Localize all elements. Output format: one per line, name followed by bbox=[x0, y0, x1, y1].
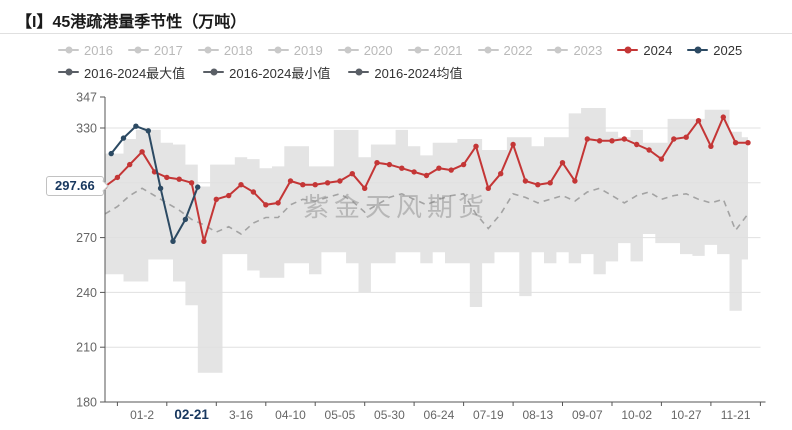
band-minmax bbox=[105, 108, 748, 373]
legend-line-marker-icon bbox=[267, 49, 289, 51]
y-axis-label: 330 bbox=[76, 122, 97, 136]
legend-label: 2021 bbox=[433, 42, 463, 58]
legend-label: 2016 bbox=[84, 42, 113, 58]
legend-item-2025[interactable]: 2025 bbox=[687, 43, 742, 58]
legend-item-2016[interactable]: 2016 bbox=[58, 43, 113, 58]
legend-line-marker-icon bbox=[203, 71, 225, 73]
y-axis-label: 270 bbox=[76, 231, 97, 245]
legend-item-2017[interactable]: 2017 bbox=[127, 42, 183, 58]
series-2025 bbox=[108, 123, 201, 245]
legend-label: 2016-2024最小值 bbox=[229, 65, 331, 81]
title-divider bbox=[0, 33, 792, 34]
legend-line-marker-icon bbox=[58, 49, 79, 51]
legend-item-min[interactable]: 2016-2024最小值 bbox=[203, 63, 330, 82]
series-mean bbox=[104, 187, 749, 235]
x-axis-label: 07-19 bbox=[473, 408, 504, 422]
legend-item-mean[interactable]: 2016-2024均值 bbox=[348, 63, 463, 82]
legend-line-marker-icon bbox=[407, 49, 429, 51]
x-axis-label: 08-13 bbox=[522, 408, 553, 422]
legend-row-stats: 2016-2024最大值 2016-2024最小值 2016-2024均值 bbox=[58, 61, 742, 83]
legend-item-2023[interactable]: 2023 bbox=[547, 43, 602, 58]
x-axis-label: 11-21 bbox=[721, 408, 751, 422]
legend-item-2022[interactable]: 2022 bbox=[477, 42, 533, 58]
series-2024 bbox=[102, 114, 751, 244]
x-axis-label: 05-30 bbox=[374, 408, 405, 422]
chart-title: 【I】45港疏港量季节性（万吨） bbox=[16, 14, 247, 31]
legend-label: 2020 bbox=[363, 42, 393, 58]
legend-line-marker-icon bbox=[687, 49, 709, 51]
legend-label: 2024 bbox=[643, 42, 673, 58]
legend-item-2019[interactable]: 2019 bbox=[267, 42, 323, 58]
x-axis-label: 10-02 bbox=[621, 408, 652, 422]
legend-item-2021[interactable]: 2021 bbox=[407, 42, 463, 58]
y-axis-label: 240 bbox=[76, 286, 97, 300]
x-axis-label-current: 02-21 bbox=[174, 407, 209, 422]
legend-row-years: 2016 2017 2018 2019 2020 2021 2022 2023 … bbox=[58, 39, 742, 61]
x-axis-label: 06-24 bbox=[424, 408, 455, 422]
legend-line-marker-icon bbox=[58, 71, 79, 73]
gridlines bbox=[105, 127, 761, 348]
legend-item-2018[interactable]: 2018 bbox=[197, 42, 253, 58]
legend-line-marker-icon bbox=[127, 49, 149, 51]
legend-line-marker-icon bbox=[337, 49, 359, 51]
legend-label: 2022 bbox=[503, 42, 533, 58]
x-axis-label: 09-07 bbox=[572, 408, 603, 422]
y-axis-label: 347 bbox=[76, 91, 97, 105]
legend-label: 2025 bbox=[713, 42, 743, 58]
current-value-badge: 297.66 bbox=[46, 176, 104, 197]
legend-item-2020[interactable]: 2020 bbox=[337, 42, 393, 58]
y-axis-label: 180 bbox=[76, 396, 97, 410]
legend-line-marker-icon bbox=[348, 71, 370, 73]
legend-line-marker-icon bbox=[617, 49, 639, 51]
legend-line-marker-icon bbox=[477, 49, 499, 51]
legend-item-max[interactable]: 2016-2024最大值 bbox=[58, 63, 185, 82]
x-axis-label: 04-10 bbox=[275, 408, 306, 422]
y-axis-label: 210 bbox=[76, 341, 97, 355]
x-axis-label: 10-27 bbox=[671, 408, 702, 422]
legend-label: 2017 bbox=[153, 42, 183, 58]
legend-label: 2023 bbox=[573, 42, 603, 58]
legend: 2016 2017 2018 2019 2020 2021 2022 2023 … bbox=[58, 39, 742, 83]
legend-line-marker-icon bbox=[547, 49, 569, 51]
legend-label: 2016-2024均值 bbox=[374, 65, 463, 81]
legend-line-marker-icon bbox=[197, 49, 219, 51]
x-axis-label: 3-16 bbox=[229, 408, 253, 422]
legend-label: 2019 bbox=[293, 42, 323, 58]
legend-label: 2016-2024最大值 bbox=[84, 65, 186, 81]
legend-item-2024[interactable]: 2024 bbox=[617, 43, 672, 58]
x-axis-label: 01-2 bbox=[130, 408, 154, 422]
axes: 347 330 270 240 210 180 01-2 02-21 3-16 04-10 05-0… bbox=[76, 91, 766, 422]
legend-label: 2018 bbox=[223, 42, 253, 58]
current-value-text: 297.66 bbox=[55, 178, 95, 194]
x-axis-label: 05-05 bbox=[325, 408, 356, 422]
